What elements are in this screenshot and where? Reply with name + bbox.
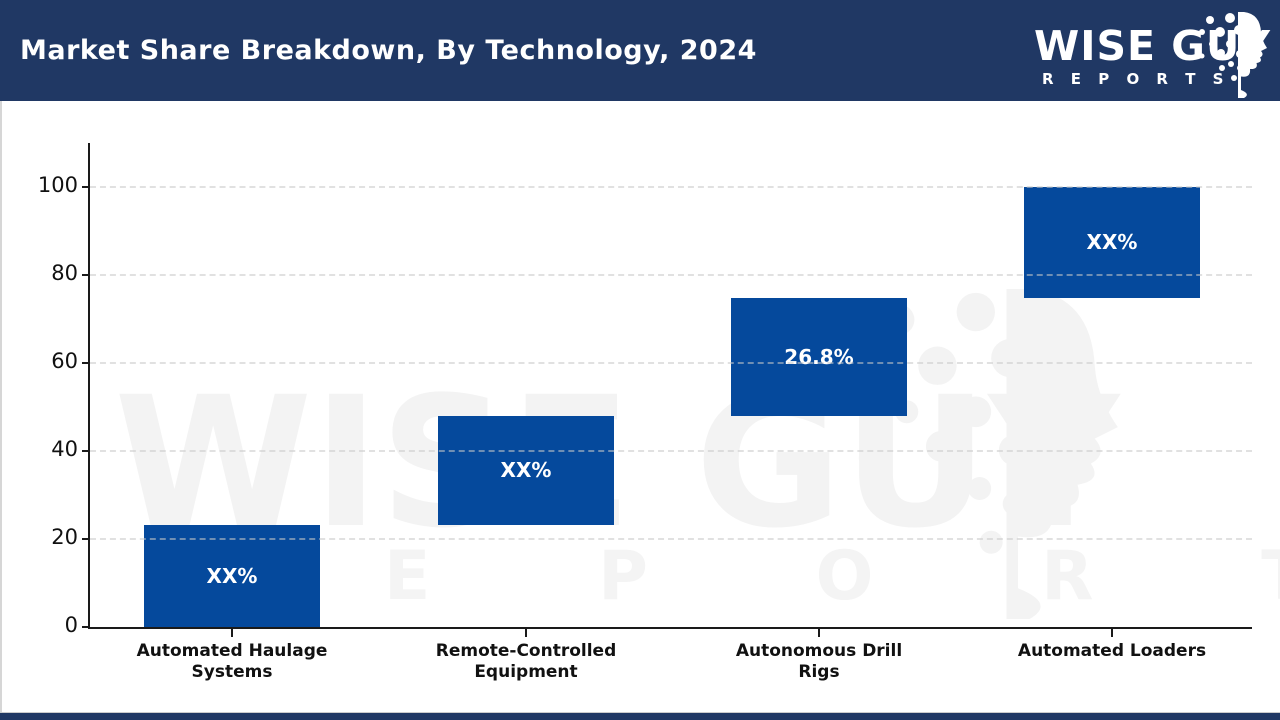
x-axis-category-line: Remote-Controlled [435, 641, 617, 661]
x-axis-line [88, 627, 1252, 629]
chart-canvas: WISE GUY R E P O R T S 020406080100XX%Au… [0, 101, 1280, 713]
y-axis-tick-label: 60 [51, 349, 78, 373]
bar-value-label: XX% [206, 563, 258, 588]
page-title: Market Share Breakdown, By Technology, 2… [20, 35, 757, 66]
x-axis-category-label: Autonomous Drill Rigs [689, 641, 949, 683]
y-axis-tick [82, 362, 90, 364]
watermark-subtitle: R E P O R T S [164, 537, 1280, 616]
y-axis-tick [82, 186, 90, 188]
y-axis-tick [82, 274, 90, 276]
gridline [90, 538, 1252, 540]
x-axis-category-label: Automated Loaders [982, 641, 1242, 662]
footer-bar [0, 713, 1280, 720]
y-axis-tick-label: 100 [37, 173, 78, 197]
bar-segment: 26.8% [731, 297, 907, 416]
gridline [90, 362, 1252, 364]
bar-segment: XX% [144, 524, 320, 627]
x-axis-category-line: Equipment [474, 662, 578, 682]
x-axis-category-line: Automated Haulage [136, 641, 328, 661]
y-axis-tick [82, 626, 90, 628]
gridline [90, 450, 1252, 452]
x-axis-tick [1111, 629, 1113, 637]
gridline [90, 274, 1252, 276]
y-axis-tick [82, 450, 90, 452]
logo-dot-head-icon [1199, 12, 1267, 98]
x-axis-tick [818, 629, 820, 637]
x-axis-category-label: Automated Haulage Systems [102, 641, 362, 683]
y-axis-tick-label: 40 [51, 437, 78, 461]
y-axis-tick-label: 20 [51, 525, 78, 549]
x-axis-category-label: Remote-Controlled Equipment [396, 641, 656, 683]
gridline [90, 186, 1252, 188]
wise-guy-reports-logo: WISE GUY R E P O R T S [1034, 12, 1270, 98]
x-axis-category-line: Automated Loaders [1017, 641, 1207, 661]
bar-segment: XX% [438, 415, 614, 525]
bar-value-label: 26.8% [784, 344, 854, 369]
x-axis-category-line: Systems [191, 662, 273, 682]
y-axis-tick-label: 80 [51, 261, 78, 285]
header-bar: Market Share Breakdown, By Technology, 2… [0, 0, 1280, 101]
bar-value-label: XX% [500, 458, 552, 483]
logo-subtitle: R E P O R T S [1042, 70, 1229, 88]
bar-value-label: XX% [1086, 230, 1138, 255]
y-axis-tick-label: 0 [64, 613, 78, 637]
x-axis-tick [525, 629, 527, 637]
y-axis-line [88, 143, 90, 629]
x-axis-tick [231, 629, 233, 637]
card-bottom-border [0, 712, 1280, 713]
x-axis-category-line: Rigs [798, 662, 840, 682]
x-axis-category-line: Autonomous Drill [735, 641, 903, 661]
bar-segment: XX% [1024, 187, 1200, 298]
y-axis-tick [82, 538, 90, 540]
